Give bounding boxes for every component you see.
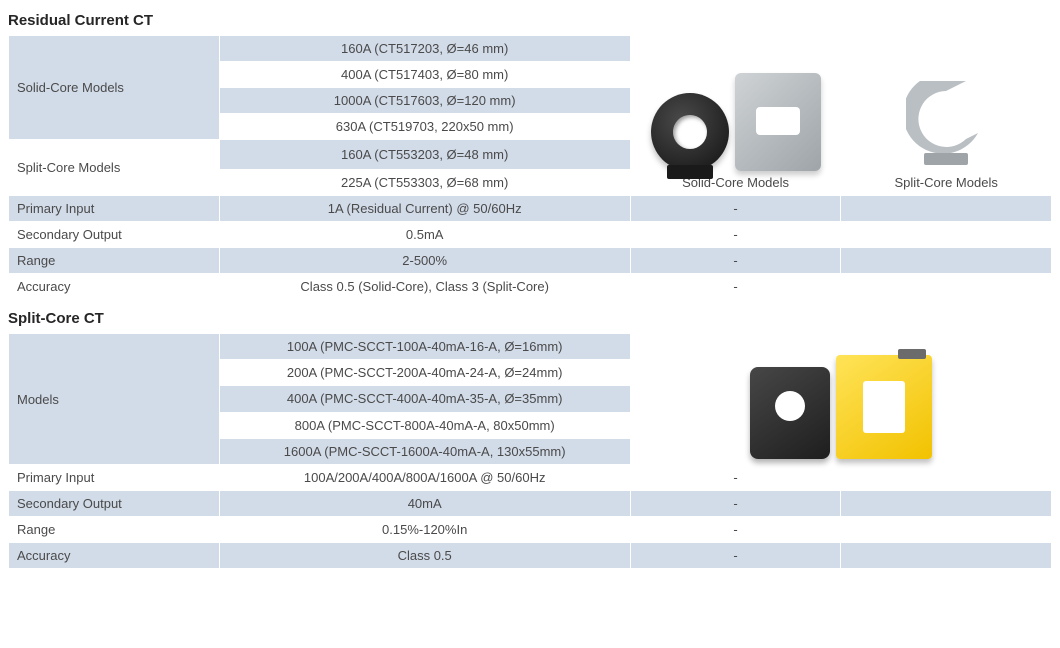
table-row: Accuracy Class 0.5 (Solid-Core), Class 3… — [9, 274, 1052, 300]
row-value: 1A (Residual Current) @ 50/60Hz — [219, 196, 630, 222]
row-dash: - — [630, 222, 841, 248]
row-label: Accuracy — [9, 274, 220, 300]
row-value: 100A (PMC-SCCT-100A-40mA-16-A, Ø=16mm) — [219, 334, 630, 360]
ct-split-icon — [906, 81, 986, 171]
row-value: 0.5mA — [219, 222, 630, 248]
row-label: Range — [9, 248, 220, 274]
section-title: Residual Current CT — [8, 12, 1052, 29]
row-dash — [841, 222, 1052, 248]
table-row: Primary Input 1A (Residual Current) @ 50… — [9, 196, 1052, 222]
table-row: Range 2-500% - — [9, 248, 1052, 274]
row-value: 100A/200A/400A/800A/1600A @ 50/60Hz — [219, 465, 630, 491]
table-row: Primary Input 100A/200A/400A/800A/1600A … — [9, 465, 1052, 491]
row-dash: - — [630, 465, 841, 491]
row-label: Primary Input — [9, 465, 220, 491]
row-value: 160A (CT517203, Ø=46 mm) — [219, 36, 630, 62]
row-dash: - — [630, 517, 841, 543]
spec-table-residual: Solid-Core Models 160A (CT517203, Ø=46 m… — [8, 35, 1052, 300]
row-dash: - — [630, 274, 841, 300]
product-image-splitct — [630, 334, 1051, 465]
table-row: Solid-Core Models 160A (CT517203, Ø=46 m… — [9, 36, 1052, 62]
product-image-split-core: Split-Core Models — [841, 36, 1052, 196]
row-value: Class 0.5 (Solid-Core), Class 3 (Split-C… — [219, 274, 630, 300]
product-image-solid-core: Solid-Core Models — [630, 36, 841, 196]
row-dash — [841, 491, 1052, 517]
section-title: Split-Core CT — [8, 310, 1052, 327]
image-caption: Split-Core Models — [849, 175, 1043, 190]
row-label: Secondary Output — [9, 222, 220, 248]
row-dash: - — [630, 248, 841, 274]
row-label: Models — [9, 334, 220, 465]
row-value: 1000A (CT517603, Ø=120 mm) — [219, 88, 630, 114]
row-dash: - — [630, 543, 841, 569]
row-value: 1600A (PMC-SCCT-1600A-40mA-A, 130x55mm) — [219, 438, 630, 464]
table-row: Secondary Output 0.5mA - — [9, 222, 1052, 248]
ct-yellow-icon — [836, 355, 932, 459]
table-row: Models 100A (PMC-SCCT-100A-40mA-16-A, Ø=… — [9, 334, 1052, 360]
table-row: Secondary Output 40mA - — [9, 491, 1052, 517]
row-value: Class 0.5 — [219, 543, 630, 569]
ct-rect-icon — [735, 73, 821, 171]
spec-table-splitcore: Models 100A (PMC-SCCT-100A-40mA-16-A, Ø=… — [8, 333, 1052, 569]
ct-ring-icon — [651, 93, 729, 171]
row-value: 200A (PMC-SCCT-200A-40mA-24-A, Ø=24mm) — [219, 360, 630, 386]
row-value: 225A (CT553303, Ø=68 mm) — [219, 170, 630, 196]
row-dash — [841, 543, 1052, 569]
ct-black-icon — [750, 367, 830, 459]
row-label: Primary Input — [9, 196, 220, 222]
row-value: 160A (CT553203, Ø=48 mm) — [219, 140, 630, 170]
table-row: Range 0.15%-120%In - — [9, 517, 1052, 543]
row-dash — [841, 465, 1052, 491]
row-dash — [841, 248, 1052, 274]
row-dash — [841, 196, 1052, 222]
row-label: Solid-Core Models — [9, 36, 220, 140]
row-dash — [841, 517, 1052, 543]
row-label: Range — [9, 517, 220, 543]
row-value: 400A (CT517403, Ø=80 mm) — [219, 62, 630, 88]
row-value: 400A (PMC-SCCT-400A-40mA-35-A, Ø=35mm) — [219, 386, 630, 412]
row-value: 800A (PMC-SCCT-800A-40mA-A, 80x50mm) — [219, 412, 630, 438]
row-label: Accuracy — [9, 543, 220, 569]
row-dash: - — [630, 196, 841, 222]
row-value: 0.15%-120%In — [219, 517, 630, 543]
row-label: Split-Core Models — [9, 140, 220, 196]
row-value: 40mA — [219, 491, 630, 517]
row-dash — [841, 274, 1052, 300]
row-value: 2-500% — [219, 248, 630, 274]
row-value: 630A (CT519703, 220x50 mm) — [219, 114, 630, 140]
table-row: Accuracy Class 0.5 - — [9, 543, 1052, 569]
row-dash: - — [630, 491, 841, 517]
row-label: Secondary Output — [9, 491, 220, 517]
